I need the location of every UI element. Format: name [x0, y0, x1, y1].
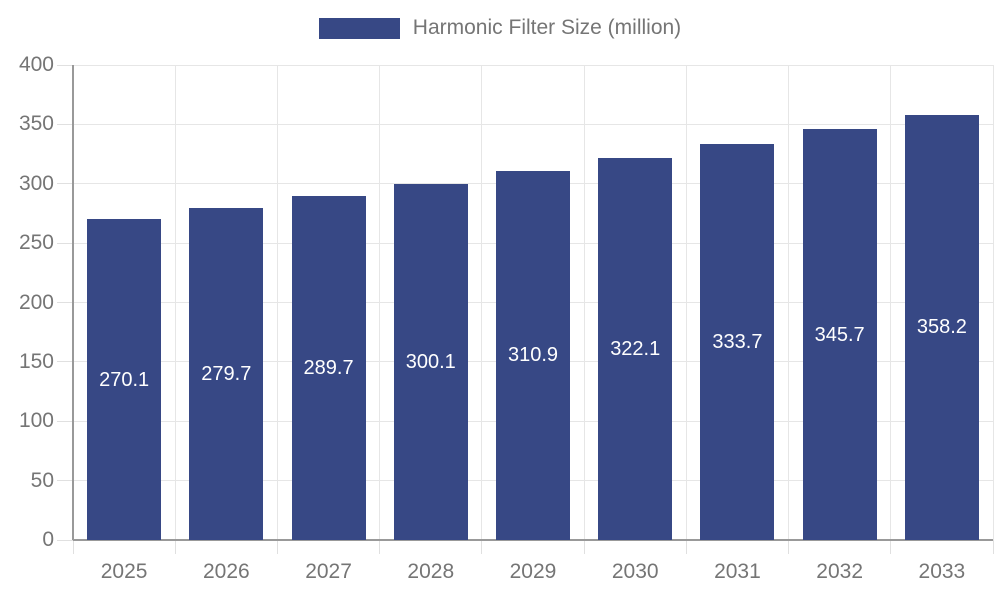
y-axis-line [72, 65, 74, 540]
gridline-vertical [685, 65, 687, 540]
x-axis-line [73, 539, 993, 541]
x-axis-tick-label: 2032 [816, 560, 864, 583]
x-axis-tick-label: 2027 [305, 560, 352, 583]
gridline-vertical [379, 65, 381, 540]
bar-value-label: 279.7 [201, 362, 252, 385]
y-axis-tick [57, 64, 73, 66]
x-axis-tick [174, 540, 176, 554]
bar-value-label: 322.1 [610, 337, 661, 360]
gridline-vertical [276, 65, 278, 540]
bar-value-label: 310.9 [507, 344, 559, 367]
y-axis-tick [57, 480, 73, 482]
x-axis-tick [992, 540, 994, 554]
gridline-vertical [992, 65, 994, 540]
x-axis-tick [788, 540, 790, 554]
y-axis-tick-label: 150 [18, 349, 54, 373]
y-axis-tick [57, 361, 73, 363]
x-axis-tick-label: 2031 [714, 560, 761, 583]
bar-value-label: 345.7 [814, 323, 865, 346]
gridline-vertical [788, 65, 790, 540]
y-axis-tick-label: 50 [30, 468, 54, 492]
gridline-horizontal [73, 64, 993, 66]
bar-2026[interactable] [189, 207, 264, 540]
bar-2025[interactable] [87, 219, 162, 540]
gridline-vertical [174, 65, 176, 540]
legend-label: Harmonic Filter Size (million) [412, 16, 682, 39]
gridline-vertical [481, 65, 483, 540]
y-axis-tick [57, 242, 73, 244]
x-axis-tick [890, 540, 892, 554]
bar-2029[interactable] [496, 170, 570, 540]
y-axis-tick [57, 183, 73, 185]
bar-value-label: 333.7 [712, 330, 763, 353]
y-axis-tick-label: 400 [18, 53, 54, 76]
bar-2031[interactable] [700, 143, 775, 540]
y-axis-tick [57, 539, 73, 541]
y-axis-tick [57, 302, 73, 303]
x-axis-tick-label: 2029 [509, 560, 557, 583]
gridline-vertical [890, 65, 892, 540]
x-axis-tick [685, 540, 687, 554]
x-axis-tick [379, 540, 381, 554]
x-axis-tick-label: 2033 [918, 560, 966, 583]
bar-2028[interactable] [393, 183, 468, 540]
y-axis-tick-label: 0 [42, 528, 54, 551]
x-axis-tick [481, 540, 483, 554]
chart-legend[interactable]: Harmonic Filter Size (million) [0, 16, 1000, 40]
gridline-vertical [583, 65, 585, 540]
y-axis-tick [57, 420, 73, 422]
bar-2033[interactable] [904, 114, 979, 540]
x-axis-tick [72, 540, 74, 554]
bar-value-label: 289.7 [303, 356, 354, 379]
y-axis-tick-label: 200 [18, 290, 54, 314]
bar-2032[interactable] [802, 129, 877, 540]
x-axis-tick-label: 2030 [611, 560, 659, 583]
x-axis-tick-label: 2026 [202, 560, 250, 583]
y-axis-tick-label: 350 [18, 112, 54, 136]
y-axis-tick-label: 100 [18, 409, 54, 433]
bar-2030[interactable] [598, 157, 673, 540]
x-axis-tick [276, 540, 278, 554]
bar-value-label: 300.1 [405, 350, 456, 373]
x-axis-tick [583, 540, 585, 554]
y-axis-tick-label: 300 [18, 171, 54, 195]
x-axis-tick-label: 2025 [100, 560, 148, 583]
y-axis-tick-label: 250 [18, 231, 54, 255]
bar-value-label: 358.2 [916, 316, 967, 339]
x-axis-tick-label: 2028 [407, 560, 455, 583]
gridline-horizontal [73, 123, 993, 125]
bar-value-label: 270.1 [99, 368, 150, 391]
y-axis-tick [57, 123, 73, 125]
bar-2027[interactable] [291, 195, 366, 540]
legend-swatch [318, 17, 400, 39]
